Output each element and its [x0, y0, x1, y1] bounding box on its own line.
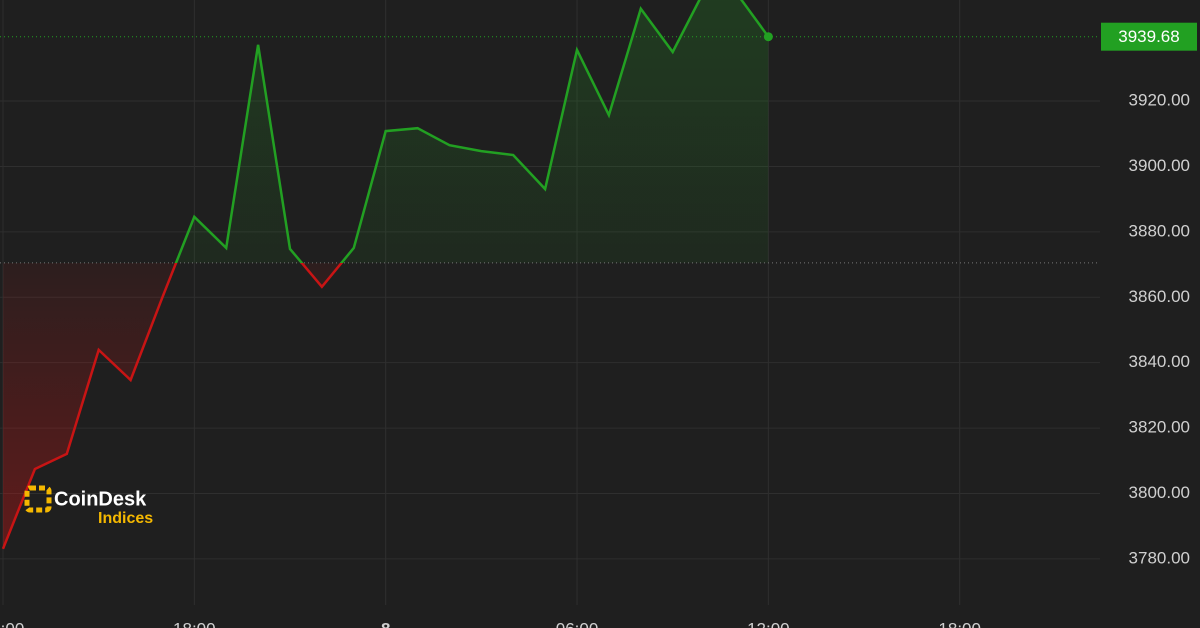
last-point [763, 32, 773, 42]
y-tick-label: 3880.00 [1129, 221, 1190, 240]
price-tag-label: 3939.68 [1118, 27, 1179, 46]
logo-brand: CoinDesk [54, 488, 147, 510]
logo-sub: Indices [98, 510, 153, 527]
y-tick-label: 3920.00 [1129, 91, 1190, 110]
price-tag [1101, 22, 1197, 51]
y-tick-label: 3800.00 [1129, 483, 1190, 502]
x-tick-label: 18:00 [938, 619, 981, 628]
grid [0, 0, 1100, 605]
y-tick-label: 3780.00 [1129, 548, 1190, 567]
axes: 3780.00 3800.00 3820.00 3840.00 3860.00 3880.… [0, 22, 1197, 628]
y-tick-label: 3860.00 [1129, 287, 1190, 306]
x-tick-label: 18:00 [173, 619, 216, 628]
price-line [1, 0, 770, 550]
x-tick-label: 12:00 [747, 619, 790, 628]
y-tick-label: 3820.00 [1129, 418, 1190, 437]
x-tick-label: 8 [381, 619, 390, 628]
y-tick-label: 3900.00 [1129, 156, 1190, 175]
plot-area [0, 0, 1100, 550]
area [3, 0, 769, 549]
logo: CoinDesk Indices [24, 485, 153, 527]
x-tick-label: 12:00 [0, 619, 24, 628]
x-tick-label: 06:00 [556, 619, 599, 628]
logo-icon [24, 485, 52, 513]
y-tick-label: 3840.00 [1129, 352, 1190, 371]
